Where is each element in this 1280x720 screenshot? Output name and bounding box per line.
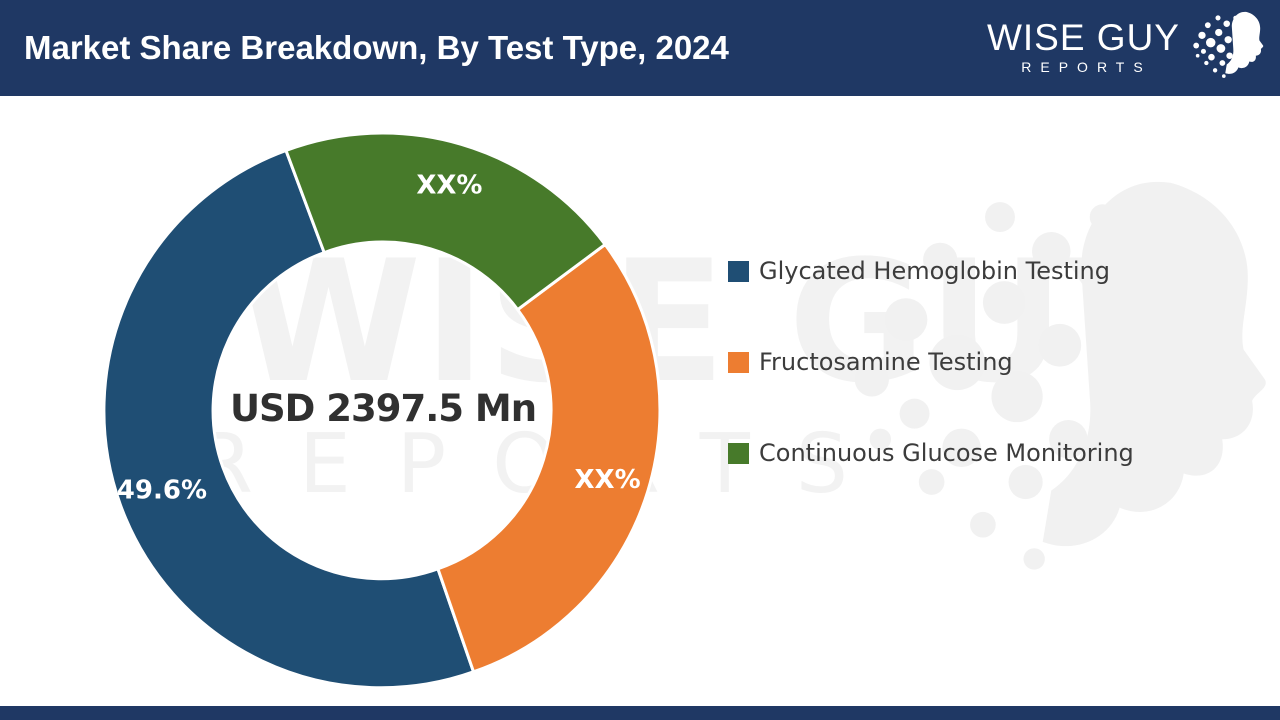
donut-slice-0 (102, 148, 476, 690)
donut-slice-1 (435, 242, 662, 674)
legend-swatch-green (728, 442, 749, 464)
legend-label: Glycated Hemoglobin Testing (759, 257, 1110, 285)
chart-center-value: USD 2397.5 Mn (230, 387, 536, 430)
logo-subtext: REPORTS (1021, 58, 1152, 75)
donut-slice-2 (284, 131, 608, 312)
wise-guy-logo: WISE GUY REPORTS (987, 10, 1266, 84)
footer-bar (0, 706, 1280, 720)
slice-percent-label-2: XX% (416, 171, 482, 201)
watermark-reports-text: REPORTS (196, 424, 894, 506)
legend-label: Continuous Glucose Monitoring (759, 439, 1134, 467)
logo-face-icon (1193, 11, 1264, 78)
watermark-face-icon (854, 181, 1266, 570)
legend-item-glycated-hemoglobin-testing: Glycated Hemoglobin Testing (728, 256, 1134, 286)
legend-swatch-orange (728, 351, 749, 373)
legend-item-continuous-glucose-monitoring: Continuous Glucose Monitoring (728, 438, 1134, 468)
header-bar: Market Share Breakdown, By Test Type, 20… (0, 0, 1280, 96)
logo-text: WISE GUY REPORTS (986, 17, 1180, 75)
legend-label: Fructosamine Testing (759, 348, 1013, 376)
logo-wordmark: WISE GUY (986, 17, 1180, 59)
page-title: Market Share Breakdown, By Test Type, 20… (24, 29, 729, 66)
legend-swatch-blue (728, 260, 749, 282)
legend-item-fructosamine-testing: Fructosamine Testing (728, 347, 1134, 377)
slice-percent-label-1: XX% (575, 465, 641, 495)
slice-percent-label-0: 49.6% (117, 476, 207, 506)
chart-legend: Glycated Hemoglobin Testing Fructosamine… (728, 256, 1134, 529)
